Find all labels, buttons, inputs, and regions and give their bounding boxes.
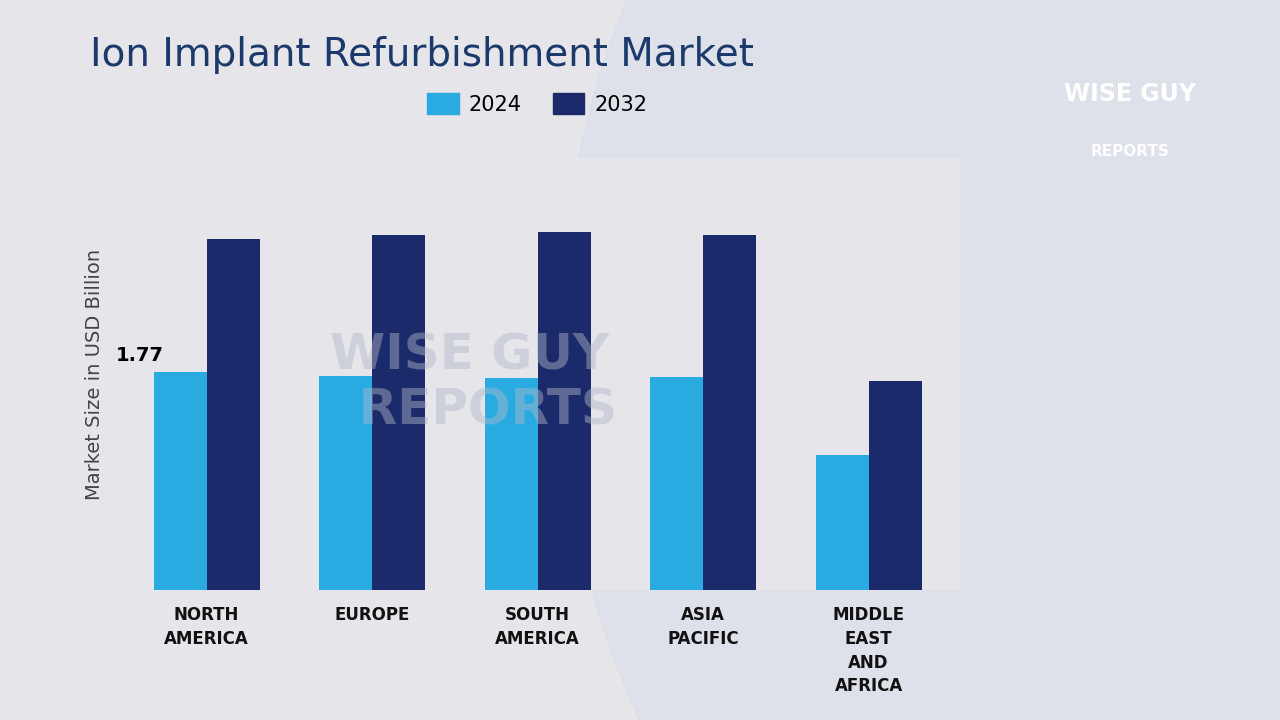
Bar — [372, 235, 425, 590]
Bar — [815, 454, 869, 590]
Legend: 2024, 2032: 2024, 2032 — [417, 82, 658, 125]
Text: 1.77: 1.77 — [115, 346, 164, 364]
Bar — [319, 376, 372, 590]
Bar — [485, 378, 538, 590]
Bar — [869, 381, 922, 590]
Bar — [650, 377, 703, 590]
Ellipse shape — [561, 0, 1280, 720]
Text: WISE GUY
  REPORTS: WISE GUY REPORTS — [324, 331, 617, 435]
Text: WISE GUY: WISE GUY — [1064, 81, 1197, 106]
Y-axis label: Market Size in USD Billion: Market Size in USD Billion — [84, 249, 104, 500]
Bar — [703, 235, 756, 590]
Bar — [206, 238, 260, 590]
Bar — [154, 372, 206, 590]
Text: Ion Implant Refurbishment Market: Ion Implant Refurbishment Market — [90, 36, 754, 74]
Bar — [538, 233, 590, 590]
Text: REPORTS: REPORTS — [1091, 144, 1170, 158]
